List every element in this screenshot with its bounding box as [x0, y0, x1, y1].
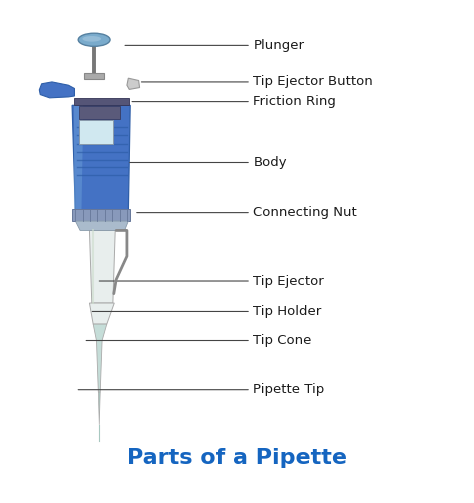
Text: Tip Ejector: Tip Ejector	[254, 275, 324, 288]
Polygon shape	[74, 105, 83, 209]
Polygon shape	[79, 120, 113, 144]
Polygon shape	[93, 324, 107, 341]
Polygon shape	[84, 72, 104, 79]
Polygon shape	[72, 105, 130, 212]
Polygon shape	[90, 303, 114, 324]
Text: Pipette Tip: Pipette Tip	[254, 383, 325, 396]
Polygon shape	[98, 392, 100, 425]
Polygon shape	[79, 106, 120, 119]
Text: Friction Ring: Friction Ring	[254, 95, 336, 108]
Text: Tip Ejector Button: Tip Ejector Button	[254, 75, 373, 89]
Text: Tip Cone: Tip Cone	[254, 334, 312, 347]
Text: Body: Body	[254, 156, 287, 169]
Ellipse shape	[78, 33, 110, 46]
Text: Parts of a Pipette: Parts of a Pipette	[127, 448, 347, 468]
Text: Plunger: Plunger	[254, 39, 304, 52]
Text: Connecting Nut: Connecting Nut	[254, 206, 357, 219]
Polygon shape	[74, 98, 129, 105]
Ellipse shape	[82, 36, 101, 42]
Polygon shape	[72, 209, 130, 221]
Text: Tip Holder: Tip Holder	[254, 305, 322, 318]
Polygon shape	[39, 82, 74, 98]
Polygon shape	[90, 230, 115, 303]
Polygon shape	[97, 341, 102, 392]
Polygon shape	[127, 78, 139, 90]
Polygon shape	[75, 221, 128, 230]
